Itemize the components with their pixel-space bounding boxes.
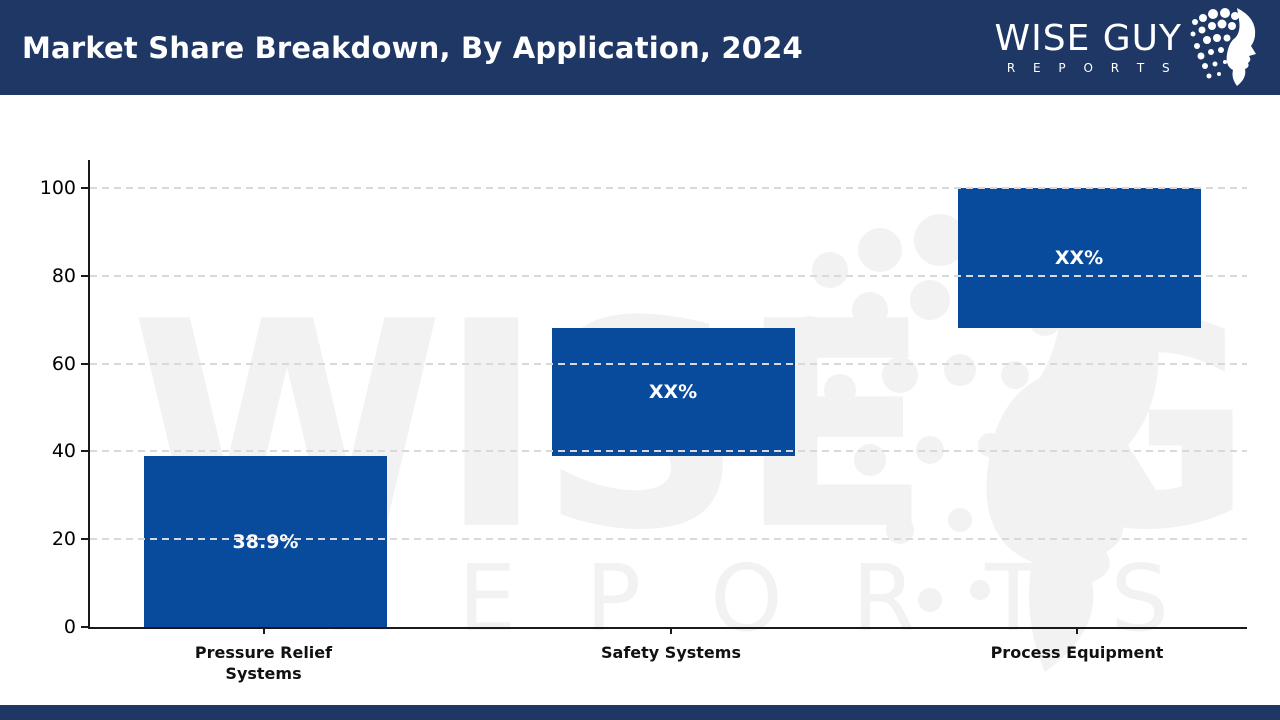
gridline-20 (90, 538, 1247, 541)
bar-value-label-3: XX% (1054, 246, 1104, 269)
logo-wordmark: WISE GUY (994, 17, 1182, 59)
gridline-80 (90, 274, 1247, 277)
x-category-label-3: Process Equipment (990, 643, 1164, 662)
chart-title: Market Share Breakdown, By Application, … (22, 30, 803, 65)
logo-text: WISE GUY R E P O R T S (994, 17, 1183, 75)
logo-face-icon (1190, 7, 1256, 86)
y-tick-mark-60 (81, 362, 88, 365)
header: Market Share Breakdown, By Application, … (0, 0, 1280, 95)
y-tick-label-20: 20 (51, 528, 76, 551)
y-tick-mark-100 (81, 187, 88, 189)
gridline-60 (90, 362, 1247, 365)
y-tick-mark-20 (81, 538, 88, 541)
y-tick-mark-0 (81, 626, 88, 628)
y-tick-label-80: 80 (51, 264, 76, 287)
bar-value-label-1: 38.9% (232, 530, 299, 553)
x-category-label-1: Pressure Relief Systems (194, 643, 333, 683)
gridline-40 (90, 450, 1247, 453)
bar-3: XX% (957, 188, 1201, 328)
y-tick-label-40: 40 (51, 440, 76, 463)
y-tick-label-0: 0 (63, 616, 76, 638)
bar-value-label-2: XX% (648, 380, 698, 403)
x-tick-mark-2 (670, 627, 672, 634)
bar-1: 38.9% (144, 456, 388, 627)
wiseguy-logo: WISE GUY R E P O R T S (994, 7, 1259, 88)
plot-area: 38.9% XX% XX% (88, 160, 1247, 629)
y-tick-label-100: 100 (39, 177, 76, 199)
x-tick-mark-3 (1076, 627, 1078, 634)
y-tick-label-60: 60 (51, 352, 76, 375)
footer-bar (0, 705, 1280, 720)
bar-2: XX% (551, 327, 795, 457)
logo-subtitle: R E P O R T S (1006, 60, 1177, 75)
x-tick-mark-1 (262, 627, 265, 634)
y-tick-mark-40 (81, 450, 88, 453)
x-category-label-2: Safety Systems (601, 643, 741, 662)
y-tick-mark-80 (81, 274, 88, 277)
gridline-100 (90, 187, 1247, 189)
